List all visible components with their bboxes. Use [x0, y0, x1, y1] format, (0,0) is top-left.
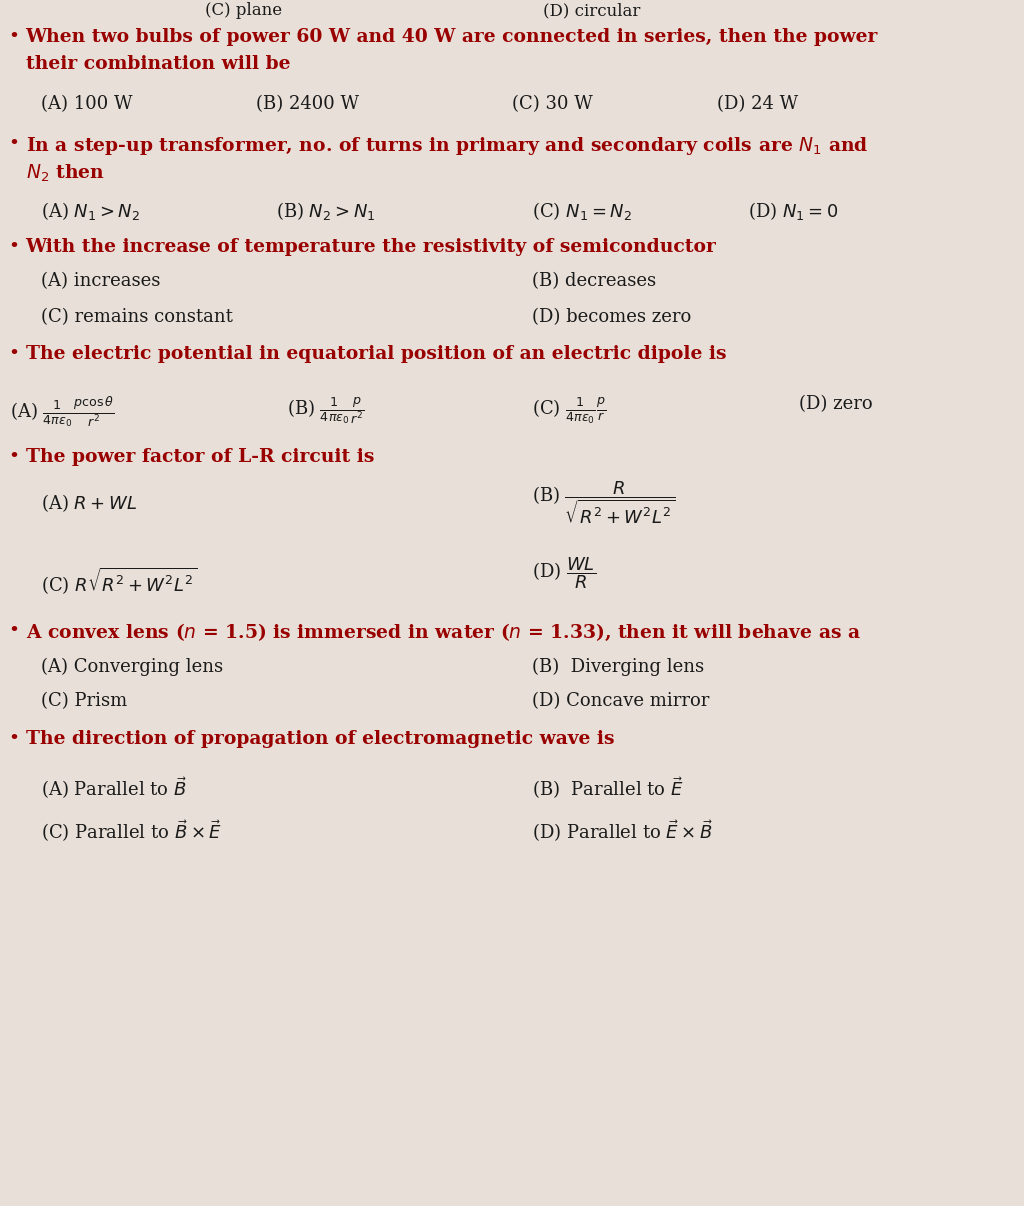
- Text: (B) $N_2 > N_1$: (B) $N_2 > N_1$: [276, 200, 376, 222]
- Text: A convex lens ($n$ = 1.5) is immersed in water ($n$ = 1.33), then it will behave: A convex lens ($n$ = 1.5) is immersed in…: [26, 622, 860, 643]
- Text: (D) Concave mirror: (D) Concave mirror: [532, 692, 710, 710]
- Text: (C) $\frac{1}{4\pi\varepsilon_0}\frac{p}{r}$: (C) $\frac{1}{4\pi\varepsilon_0}\frac{p}…: [532, 396, 606, 426]
- Text: (B) $\dfrac{R}{\sqrt{R^2 + W^2 L^2}}$: (B) $\dfrac{R}{\sqrt{R^2 + W^2 L^2}}$: [532, 480, 676, 527]
- Text: (D) $\dfrac{WL}{R}$: (D) $\dfrac{WL}{R}$: [532, 555, 597, 591]
- Text: (A) increases: (A) increases: [41, 273, 161, 289]
- Text: (C) $R\sqrt{R^2 + W^2L^2}$: (C) $R\sqrt{R^2 + W^2L^2}$: [41, 564, 198, 596]
- Text: (A) Converging lens: (A) Converging lens: [41, 658, 223, 677]
- Text: (C) 30 W: (C) 30 W: [512, 95, 593, 113]
- Text: (D) Parallel to $\vec{E} \times \vec{B}$: (D) Parallel to $\vec{E} \times \vec{B}$: [532, 818, 714, 844]
- Text: (C) Prism: (C) Prism: [41, 692, 127, 710]
- Text: $N_2$ then: $N_2$ then: [26, 163, 104, 185]
- Text: With the increase of temperature the resistivity of semiconductor: With the increase of temperature the res…: [26, 238, 717, 256]
- Text: (D) circular: (D) circular: [543, 2, 640, 19]
- Text: (D) $N_1 = 0$: (D) $N_1 = 0$: [748, 200, 838, 222]
- Text: The electric potential in equatorial position of an electric dipole is: The electric potential in equatorial pos…: [26, 345, 726, 363]
- Text: (A) $\frac{1}{4\pi\varepsilon_0}\frac{p\cos\theta}{r^2}$: (A) $\frac{1}{4\pi\varepsilon_0}\frac{p\…: [10, 396, 115, 429]
- Text: •: •: [8, 135, 19, 153]
- Text: •: •: [8, 730, 19, 748]
- Text: (A) 100 W: (A) 100 W: [41, 95, 132, 113]
- Text: In a step-up transformer, no. of turns in primary and secondary coils are $N_1$ : In a step-up transformer, no. of turns i…: [26, 135, 868, 157]
- Text: (A) $N_1 > N_2$: (A) $N_1 > N_2$: [41, 200, 140, 222]
- Text: their combination will be: their combination will be: [26, 55, 290, 74]
- Text: (A) Parallel to $\vec{B}$: (A) Parallel to $\vec{B}$: [41, 775, 187, 801]
- Text: •: •: [8, 622, 19, 640]
- Text: •: •: [8, 238, 19, 256]
- Text: (A) $R + WL$: (A) $R + WL$: [41, 492, 137, 514]
- Text: (C) Parallel to $\vec{B} \times \vec{E}$: (C) Parallel to $\vec{B} \times \vec{E}$: [41, 818, 222, 844]
- Text: (C) remains constant: (C) remains constant: [41, 308, 232, 326]
- Text: (B) 2400 W: (B) 2400 W: [256, 95, 359, 113]
- Text: (D) zero: (D) zero: [799, 396, 872, 412]
- Text: (B) $\frac{1}{4\pi\varepsilon_0}\frac{p}{r^2}$: (B) $\frac{1}{4\pi\varepsilon_0}\frac{p}…: [287, 396, 365, 426]
- Text: •: •: [8, 447, 19, 466]
- Text: (C) $N_1 = N_2$: (C) $N_1 = N_2$: [532, 200, 632, 222]
- Text: The direction of propagation of electromagnetic wave is: The direction of propagation of electrom…: [26, 730, 614, 748]
- Text: •: •: [8, 345, 19, 363]
- Text: (C) plane: (C) plane: [205, 2, 282, 19]
- Text: (B)  Parallel to $\vec{E}$: (B) Parallel to $\vec{E}$: [532, 775, 684, 801]
- Text: The power factor of L-R circuit is: The power factor of L-R circuit is: [26, 447, 374, 466]
- Text: When two bulbs of power 60 W and 40 W are connected in series, then the power: When two bulbs of power 60 W and 40 W ar…: [26, 28, 878, 46]
- Text: (D) becomes zero: (D) becomes zero: [532, 308, 692, 326]
- Text: (B) decreases: (B) decreases: [532, 273, 656, 289]
- Text: (D) 24 W: (D) 24 W: [717, 95, 798, 113]
- Text: (B)  Diverging lens: (B) Diverging lens: [532, 658, 705, 677]
- Text: •: •: [8, 28, 19, 46]
